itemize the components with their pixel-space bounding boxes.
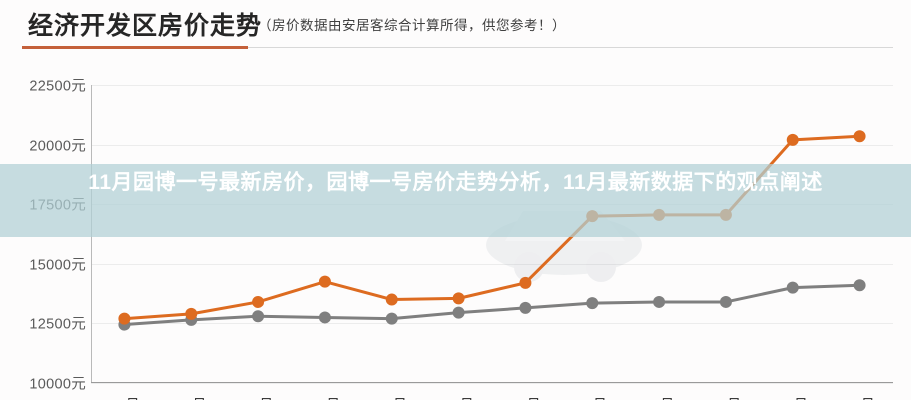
data-point-marker[interactable] [318,311,331,324]
data-point-marker[interactable] [452,292,465,305]
page-subtitle: （房价数据由安居客综合计算所得，供您参考！） [258,18,566,33]
data-point-marker[interactable] [252,310,265,323]
x-axis-tick-labels: 04月 05月 06月 07月 08月 09月 10月 11月 12月 01月 02月 03月 [91,382,893,400]
header-divider [248,47,893,48]
x-axis-tick-label: 09月 [443,394,474,400]
x-axis-tick-label: 07月 [310,394,341,400]
data-point-marker[interactable] [118,312,131,325]
x-axis-tick-label: 02月 [777,394,808,400]
data-point-marker[interactable] [385,312,398,325]
data-point-marker[interactable] [586,297,599,310]
y-axis-tick-label: 15000元 [29,257,86,274]
x-axis-tick-label: 06月 [243,394,274,400]
data-point-marker[interactable] [853,130,866,143]
gridline [91,144,893,146]
data-point-marker[interactable] [519,276,532,289]
data-point-marker[interactable] [786,133,799,146]
data-point-marker[interactable] [519,301,532,314]
data-point-marker[interactable] [385,293,398,306]
x-axis-tick-label: 03月 [844,394,875,400]
data-point-marker[interactable] [452,306,465,319]
data-point-marker[interactable] [786,281,799,294]
data-point-marker[interactable] [719,295,732,308]
gridline [91,323,893,325]
x-axis-line [91,382,893,383]
data-point-marker[interactable] [252,295,265,308]
x-axis-tick-label: 11月 [577,394,607,400]
y-axis-tick-label: 22500元 [29,78,86,95]
x-axis-tick-label: 12月 [644,394,675,400]
series-line [122,283,862,327]
gridline [91,263,893,265]
gridline [91,85,893,86]
x-axis-tick-label: 01月 [711,394,742,400]
overlay-headline: 11月园博一号最新房价，园博一号房价走势分析，11月最新数据下的观点阐述 [88,171,823,194]
y-axis-tick-label: 12500元 [29,316,86,333]
y-axis-tick-label: 20000元 [29,138,86,155]
page-title: 经济开发区房价走势 [28,12,263,40]
y-axis-tick-label: 10000元 [29,376,86,393]
data-point-marker[interactable] [318,275,331,288]
gridline [91,383,893,384]
x-axis-tick-label: 05月 [176,394,207,400]
overlay-banner-background [0,164,911,237]
x-axis-tick-label: 10月 [510,394,541,400]
data-point-marker[interactable] [653,295,666,308]
data-point-marker[interactable] [185,307,198,320]
data-point-marker[interactable] [853,279,866,292]
x-axis-tick-label: 08月 [376,394,407,400]
header-accent-rule [22,46,248,49]
chart-header: 经济开发区房价走势 （房价数据由安居客综合计算所得，供您参考！） [0,0,911,52]
x-axis-tick-label: 04月 [109,394,140,400]
